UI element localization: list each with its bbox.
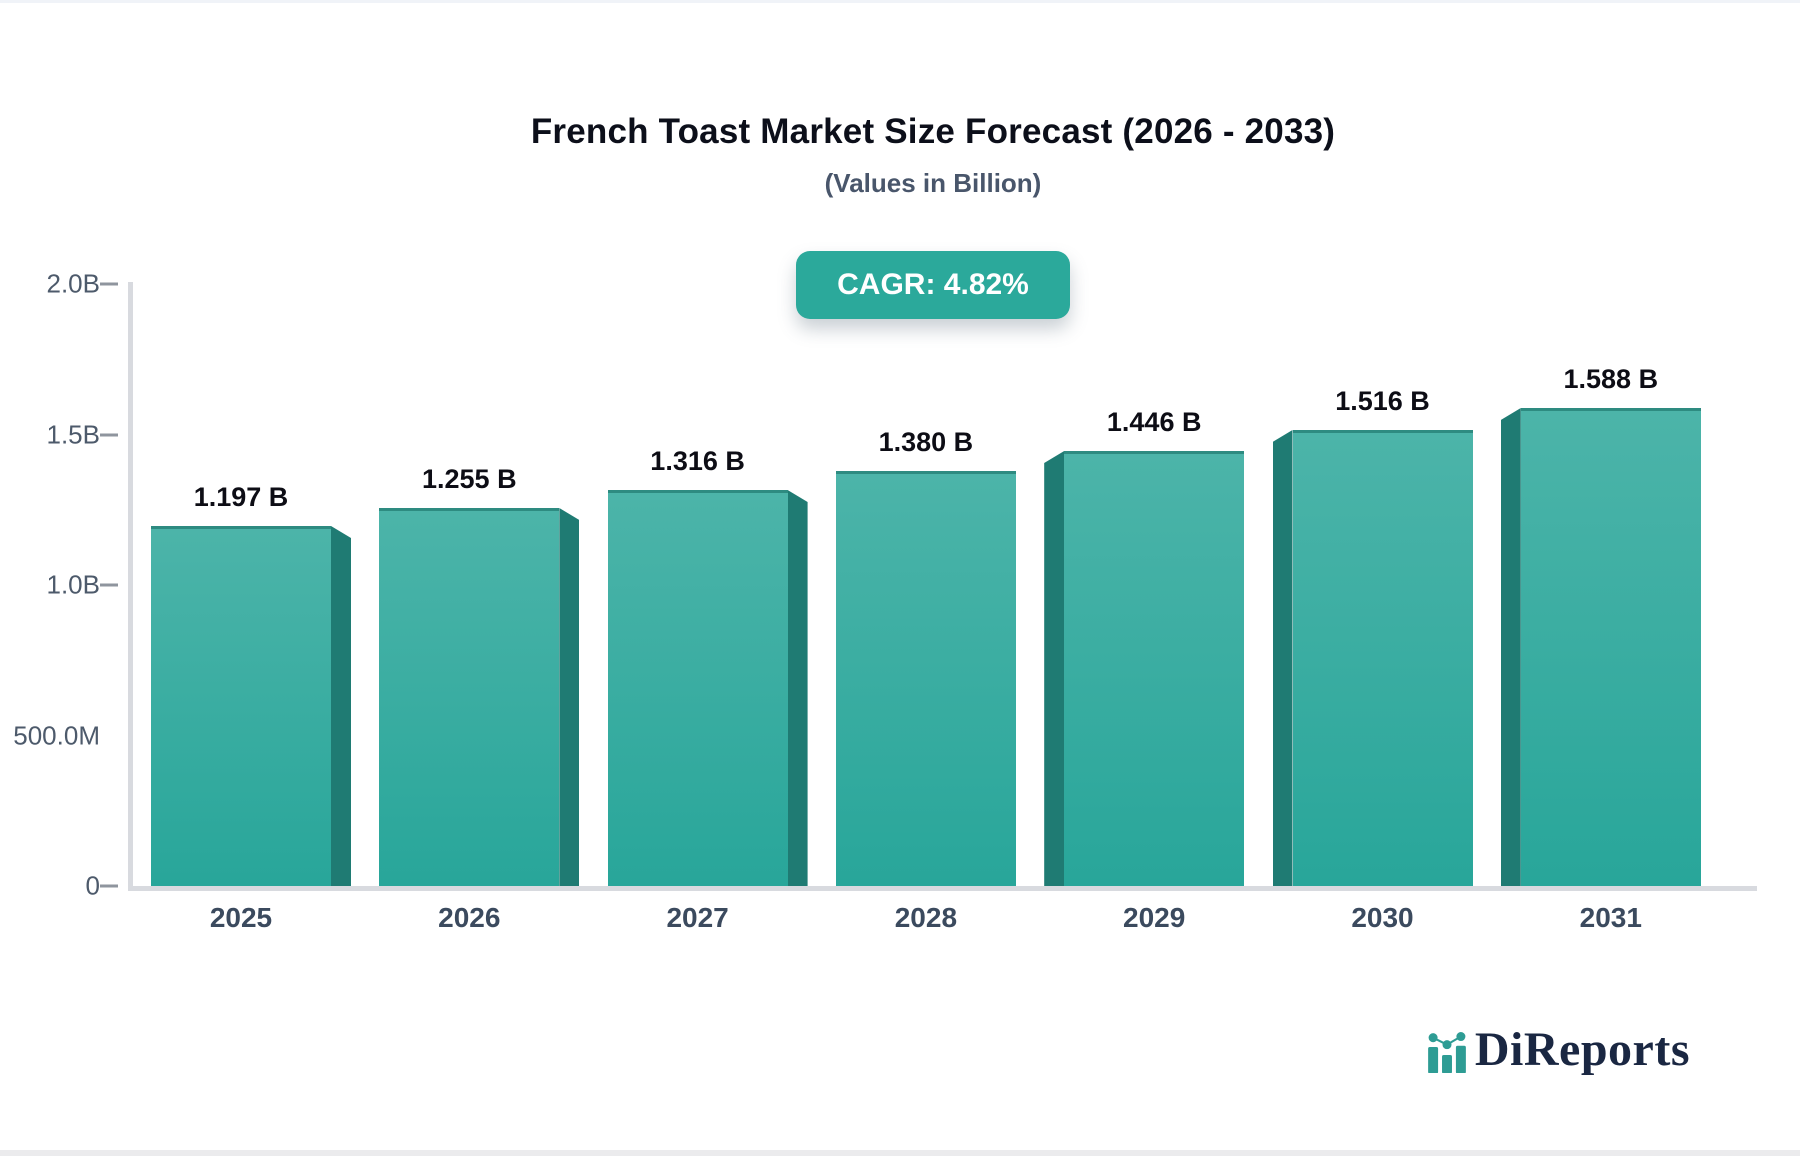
y-axis-label: 1.5B bbox=[46, 419, 101, 449]
bar-3d-side bbox=[1272, 430, 1293, 886]
cagr-badge: CAGR: 4.82% bbox=[796, 251, 1070, 319]
bar-value-label: 1.446 B bbox=[1106, 407, 1202, 437]
bar-2025 bbox=[151, 526, 331, 886]
y-axis-tick bbox=[100, 884, 118, 888]
y-axis-tick bbox=[100, 433, 118, 436]
bar-2027 bbox=[607, 490, 788, 886]
bar-value-label: 1.316 B bbox=[650, 446, 745, 476]
mini-bar-chart-icon bbox=[1427, 1032, 1466, 1073]
x-axis-label: 2031 bbox=[1579, 902, 1642, 933]
x-axis-label: 2028 bbox=[894, 902, 958, 933]
y-axis-label: 2.0B bbox=[46, 268, 101, 299]
brand-logo: DiReports bbox=[1427, 1026, 1690, 1074]
bar-value-label: 1.197 B bbox=[193, 482, 289, 512]
x-axis-label: 2027 bbox=[666, 902, 729, 933]
bar-value-label: 1.588 B bbox=[1563, 364, 1659, 394]
bar-2026 bbox=[379, 508, 560, 886]
chart-subtitle: (Values in Billion) bbox=[824, 168, 1042, 198]
page-bottom-border bbox=[0, 1150, 1800, 1156]
x-axis-label: 2029 bbox=[1123, 902, 1186, 933]
bar-value-label: 1.380 B bbox=[878, 427, 974, 457]
bar-3d-side bbox=[787, 490, 808, 886]
chart-title: French Toast Market Size Forecast (2026 … bbox=[530, 112, 1336, 151]
y-axis-tick bbox=[100, 282, 118, 286]
bar-2030 bbox=[1292, 430, 1473, 886]
y-axis-label: 500.0M bbox=[13, 720, 100, 750]
bar-2031 bbox=[1520, 408, 1701, 886]
y-axis-label: 1.0B bbox=[46, 569, 101, 600]
bar-3d-side bbox=[559, 508, 580, 886]
y-axis-tick bbox=[100, 583, 118, 587]
y-axis-line bbox=[128, 282, 133, 888]
brand-logo-text: DiReports bbox=[1474, 1023, 1690, 1076]
bar-2028 bbox=[835, 471, 1016, 886]
y-axis-label: 0 bbox=[85, 870, 100, 901]
bar-value-label: 1.516 B bbox=[1335, 386, 1430, 416]
x-axis-label: 2030 bbox=[1351, 902, 1414, 933]
bar-2029 bbox=[1064, 451, 1245, 886]
bar-3d-side bbox=[1044, 451, 1065, 886]
bar-3d-side bbox=[331, 526, 351, 886]
x-axis-label: 2026 bbox=[438, 902, 501, 933]
x-axis-line bbox=[128, 886, 1757, 891]
page-top-border bbox=[0, 0, 1800, 3]
bar-value-label: 1.255 B bbox=[422, 464, 517, 494]
x-axis-label: 2025 bbox=[209, 902, 273, 933]
bar-3d-side bbox=[1500, 408, 1521, 886]
